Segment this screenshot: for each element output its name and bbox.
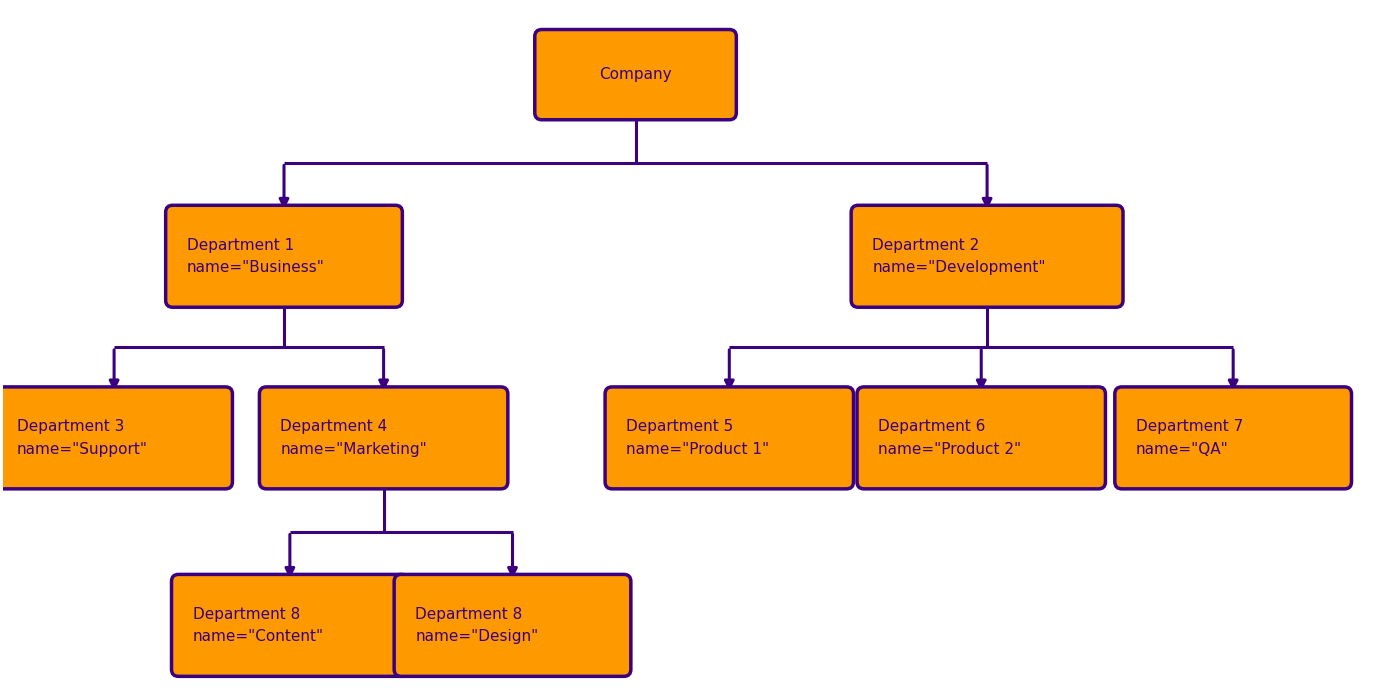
Text: Department 3: Department 3 [17,419,125,434]
FancyBboxPatch shape [605,387,854,489]
Text: Department 8: Department 8 [193,607,300,622]
Text: Department 2: Department 2 [872,237,980,253]
Text: name="Marketing": name="Marketing" [280,442,427,456]
FancyBboxPatch shape [395,575,631,676]
Text: Department 7: Department 7 [1135,419,1243,434]
Text: Department 5: Department 5 [626,419,734,434]
Text: Company: Company [599,67,672,82]
Text: name="Design": name="Design" [416,629,539,644]
FancyBboxPatch shape [172,575,409,676]
Text: name="Development": name="Development" [872,260,1046,275]
FancyBboxPatch shape [259,387,508,489]
FancyBboxPatch shape [857,387,1106,489]
Text: name="Product 2": name="Product 2" [878,442,1021,456]
Text: name="Product 1": name="Product 1" [626,442,770,456]
FancyBboxPatch shape [1114,387,1351,489]
Text: name="QA": name="QA" [1135,442,1229,456]
FancyBboxPatch shape [0,387,232,489]
Text: name="Support": name="Support" [17,442,148,456]
Text: name="Content": name="Content" [193,629,323,644]
Text: Department 1: Department 1 [186,237,294,253]
Text: Department 6: Department 6 [878,419,986,434]
FancyBboxPatch shape [535,29,736,120]
FancyBboxPatch shape [851,205,1123,307]
Text: Department 8: Department 8 [416,607,522,622]
Text: Department 4: Department 4 [280,419,388,434]
Text: name="Business": name="Business" [186,260,325,275]
FancyBboxPatch shape [165,205,402,307]
